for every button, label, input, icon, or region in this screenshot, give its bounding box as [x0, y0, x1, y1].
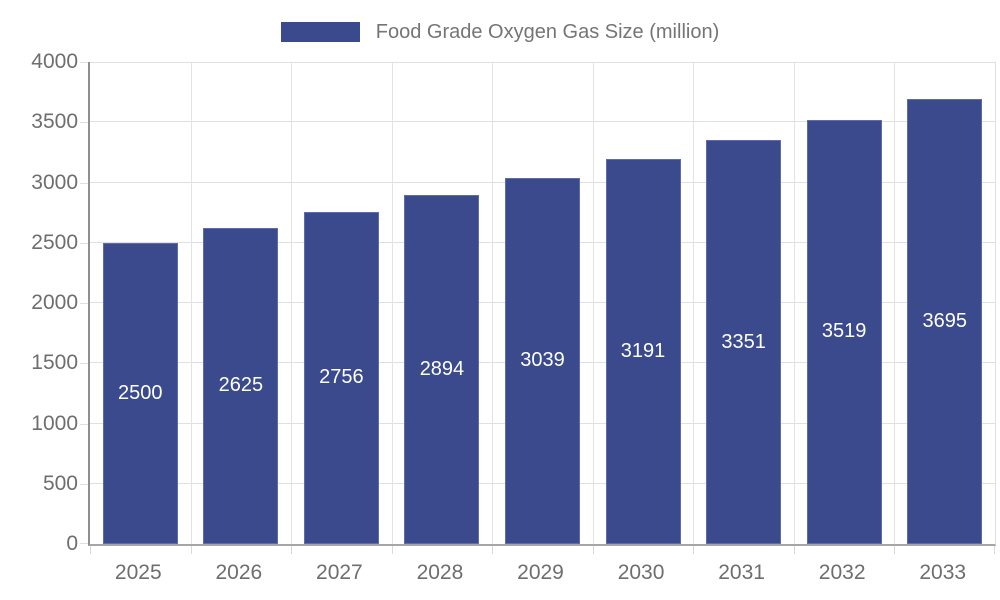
bar: 3351: [706, 140, 782, 544]
y-tick-label: 4000: [31, 50, 78, 73]
x-tick-label: 2029: [517, 561, 564, 584]
y-tick-mark: [80, 182, 88, 184]
x-tick-mark: [492, 546, 494, 554]
legend-swatch: [280, 22, 360, 42]
y-tick-mark: [80, 363, 88, 365]
x-tick-mark: [190, 546, 192, 554]
bar-value-label: 3519: [821, 320, 867, 343]
bar: 2756: [303, 211, 379, 544]
x-tick-mark: [391, 546, 393, 554]
x-tick-mark: [291, 546, 293, 554]
x-tick-label: 2027: [316, 561, 363, 584]
x-tick-label: 2030: [617, 561, 665, 584]
x-tick-mark: [592, 546, 594, 554]
y-tick-label: 2000: [31, 291, 78, 314]
x-tick-label: 2032: [818, 561, 866, 584]
x-tick-label: 2033: [919, 561, 967, 584]
bar-value-label: 3695: [922, 309, 967, 332]
y-tick-label: 1000: [31, 411, 78, 435]
v-grid-line: [592, 62, 594, 544]
x-tick-mark: [693, 546, 695, 554]
y-tick-label: 500: [42, 471, 78, 495]
y-grid-line: [90, 62, 995, 63]
v-grid-line: [894, 62, 896, 544]
y-tick-mark: [80, 303, 88, 304]
v-grid-line: [391, 62, 393, 544]
v-grid-line: [693, 62, 695, 544]
bar-value-label: 2894: [419, 358, 465, 381]
x-tick-label: 2026: [215, 561, 263, 584]
bar: 2894: [404, 195, 480, 544]
x-tick-label: 2031: [718, 561, 765, 584]
y-tick-mark: [80, 242, 88, 244]
x-tick-label: 2028: [416, 561, 464, 584]
v-grid-line: [492, 62, 494, 544]
legend-label: Food Grade Oxygen Gas Size (million): [375, 20, 720, 43]
y-tick-mark: [80, 543, 88, 544]
y-tick-mark: [80, 62, 88, 63]
bar: 2500: [102, 242, 178, 544]
x-tick-mark: [994, 546, 995, 554]
y-tick-label: 2500: [31, 230, 78, 254]
bar-value-label: 2625: [218, 374, 264, 397]
v-grid-line: [291, 62, 293, 544]
bar-value-label: 3191: [620, 340, 666, 363]
y-tick-mark: [80, 122, 88, 124]
bar: 3519: [806, 119, 882, 544]
x-tick-mark: [793, 546, 795, 554]
bar: 3191: [605, 159, 681, 544]
y-grid-line: [90, 121, 995, 123]
chart-legend: Food Grade Oxygen Gas Size (million): [0, 21, 1000, 43]
y-tick-label: 0: [66, 532, 78, 555]
x-tick-label: 2025: [114, 561, 162, 584]
y-tick-label: 3500: [31, 110, 78, 134]
bar-value-label: 3351: [721, 330, 766, 353]
v-grid-line: [793, 62, 795, 544]
bar-value-label: 3039: [520, 349, 565, 372]
x-tick-mark: [90, 546, 91, 554]
y-tick-label: 3000: [31, 170, 78, 194]
bar-value-label: 2756: [319, 366, 364, 389]
v-grid-line: [190, 62, 192, 544]
plot-area: 2500 2625 2756 2894 3039 3191 3351 3519 3695: [80, 62, 996, 554]
x-tick-mark: [894, 546, 896, 554]
y-tick-mark: [80, 423, 88, 425]
bar: 3695: [907, 98, 983, 544]
y-tick-mark: [80, 483, 88, 485]
bar: 3039: [505, 177, 580, 544]
y-tick-label: 1500: [31, 351, 78, 375]
bar: 2625: [203, 227, 279, 544]
bar-value-label: 2500: [118, 381, 163, 404]
